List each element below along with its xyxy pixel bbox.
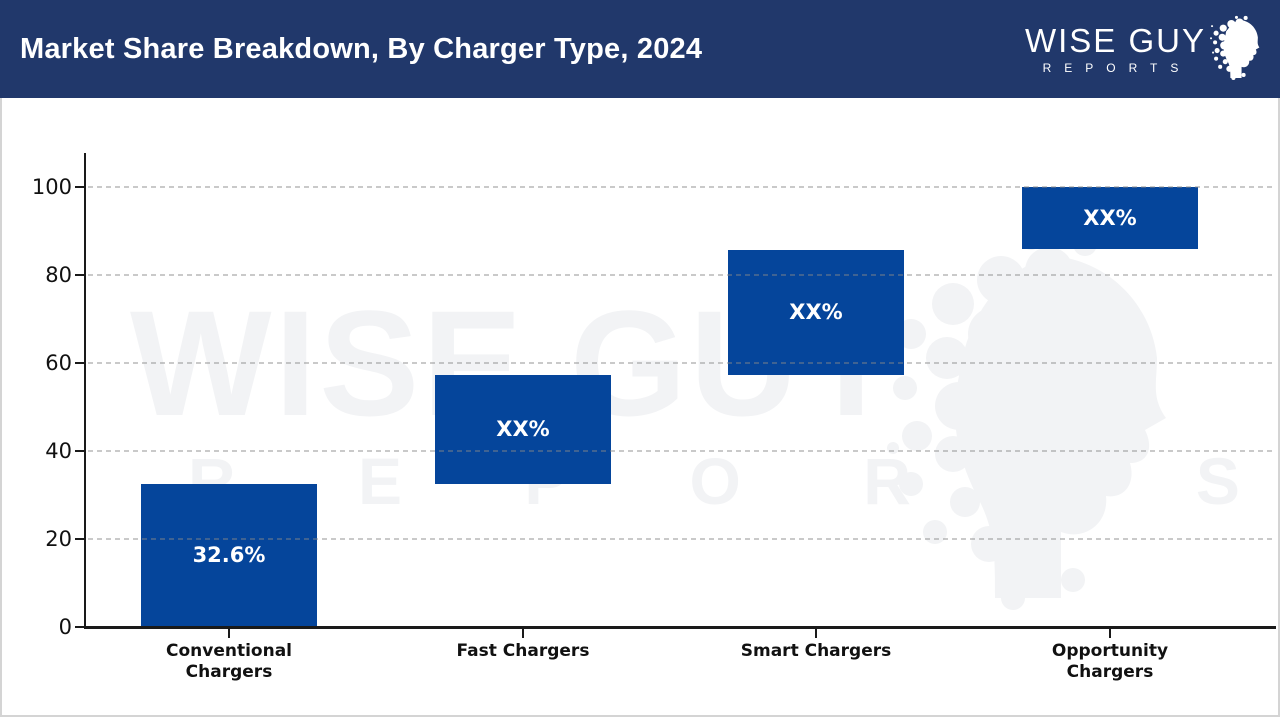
x-tick-label-fast-chargers: Fast Chargers bbox=[456, 641, 590, 661]
y-tick-20 bbox=[75, 538, 85, 540]
watermark-face-icon bbox=[875, 232, 1166, 610]
x-tick-label-conventional-chargers: Conventional Chargers bbox=[165, 641, 292, 682]
bar-fast-chargers: XX% bbox=[435, 374, 611, 484]
y-tick-label-20: 20 bbox=[45, 527, 72, 551]
page-title: Market Share Breakdown, By Charger Type,… bbox=[20, 32, 703, 65]
x-tick-smart-chargers bbox=[815, 629, 817, 638]
gridline-20 bbox=[88, 538, 1276, 540]
y-tick-100 bbox=[75, 186, 85, 188]
gridline-100 bbox=[88, 186, 1276, 188]
y-tick-0 bbox=[75, 626, 85, 628]
x-tick-conventional-chargers bbox=[228, 629, 230, 638]
bar-value-label: XX% bbox=[789, 300, 843, 325]
logo-wordmark: WISE GUY bbox=[1024, 21, 1206, 59]
bar-value-label: XX% bbox=[1083, 206, 1137, 231]
y-tick-label-100: 100 bbox=[31, 175, 72, 199]
x-axis-line bbox=[84, 626, 1276, 629]
bar-smart-chargers: XX% bbox=[728, 249, 904, 375]
y-tick-label-60: 60 bbox=[45, 351, 72, 375]
x-tick-fast-chargers bbox=[522, 629, 524, 638]
x-tick-label-opportunity-chargers: Opportunity Chargers bbox=[1051, 641, 1169, 682]
bar-value-label: XX% bbox=[496, 417, 550, 442]
gridline-40 bbox=[88, 450, 1276, 452]
wise-guy-logo: WISE GUY REPORTS bbox=[1025, 10, 1266, 88]
x-tick-opportunity-chargers bbox=[1109, 629, 1111, 638]
logo-face-icon bbox=[1210, 15, 1260, 81]
y-axis-line bbox=[84, 153, 86, 628]
bar-opportunity-chargers: XX% bbox=[1022, 187, 1198, 250]
y-tick-60 bbox=[75, 362, 85, 364]
x-tick-label-smart-chargers: Smart Chargers bbox=[740, 641, 892, 661]
gridline-60 bbox=[88, 362, 1276, 364]
y-tick-40 bbox=[75, 450, 85, 452]
logo-subtext: REPORTS bbox=[1042, 60, 1192, 75]
y-tick-label-80: 80 bbox=[45, 263, 72, 287]
gridline-80 bbox=[88, 274, 1276, 276]
y-tick-label-0: 0 bbox=[58, 615, 72, 639]
bar-conventional-chargers: 32.6% bbox=[141, 483, 317, 627]
logo-text: WISE GUY REPORTS bbox=[1025, 24, 1206, 75]
bar-value-label: 32.6% bbox=[192, 543, 266, 568]
header-bar: Market Share Breakdown, By Charger Type,… bbox=[0, 0, 1280, 98]
y-tick-80 bbox=[75, 274, 85, 276]
y-tick-label-40: 40 bbox=[45, 439, 72, 463]
